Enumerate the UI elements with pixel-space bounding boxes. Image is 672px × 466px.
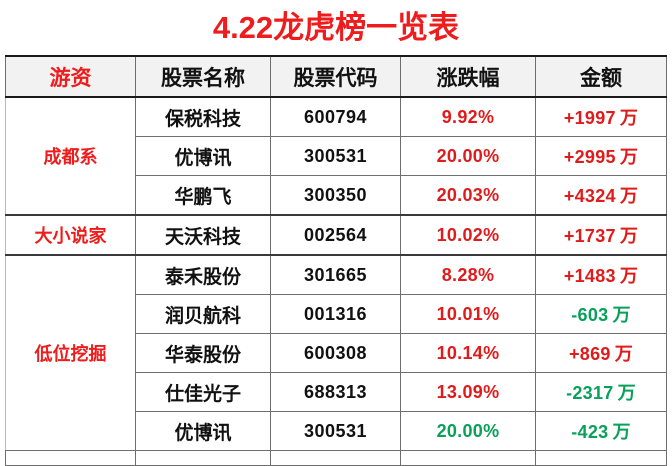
- cell-empty: [135, 450, 271, 466]
- table-row[interactable]: 华鹏飞 300350 20.03% +4324 万: [6, 175, 667, 216]
- cell-stock-name[interactable]: 优博讯: [135, 411, 271, 451]
- cell-stock-code[interactable]: 300531: [270, 136, 401, 176]
- table-row[interactable]: 成都系 保税科技 600794 9.92% +1997 万: [5, 96, 667, 216]
- table-row-partial: [5, 450, 667, 466]
- cell-amount: +1737 万: [535, 214, 667, 256]
- amount-value: -2317: [566, 383, 614, 403]
- cell-amount: +869 万: [535, 333, 667, 373]
- cell-stock-name[interactable]: 泰禾股份: [135, 254, 271, 295]
- amount-unit: 万: [619, 108, 639, 128]
- amount-value: +4324: [563, 186, 616, 206]
- cell-stock-name[interactable]: 仕佳光子: [135, 372, 271, 412]
- column-header-stock-code: 股票代码: [270, 55, 401, 98]
- amount-value: +1737: [563, 226, 616, 246]
- cell-stock-code[interactable]: 688313: [270, 372, 401, 412]
- table-row[interactable]: 仕佳光子 688313 13.09% -2317 万: [6, 372, 667, 412]
- cell-amount: +4324 万: [535, 175, 667, 216]
- column-header-broker: 游资: [5, 55, 136, 98]
- table-row[interactable]: 优博讯 300531 20.00% +2995 万: [6, 136, 667, 176]
- amount-unit: 万: [619, 226, 639, 246]
- cell-stock-code[interactable]: 300350: [270, 175, 401, 216]
- cell-amount: +1997 万: [535, 96, 667, 137]
- cell-stock-code[interactable]: 301665: [270, 254, 401, 295]
- cell-stock-code[interactable]: 600794: [270, 96, 401, 137]
- table-row[interactable]: 低位挖掘 泰禾股份 301665 8.28% +1483 万: [5, 254, 667, 451]
- amount-unit: 万: [619, 266, 639, 286]
- cell-stock-name[interactable]: 华鹏飞: [135, 175, 271, 216]
- amount-unit: 万: [619, 147, 639, 167]
- amount-value: +869: [568, 344, 611, 364]
- cell-change-percent: 20.03%: [400, 175, 536, 216]
- cell-broker-group: 大小说家: [5, 214, 136, 256]
- amount-unit: 万: [612, 305, 631, 325]
- table-body: 成都系 保税科技 600794 9.92% +1997 万优博讯 300531 20.00% +…: [5, 96, 667, 466]
- column-header-amount: 金额: [535, 55, 667, 98]
- cell-empty: [5, 450, 136, 466]
- amount-unit: 万: [619, 186, 639, 206]
- cell-change-percent: 20.00%: [400, 136, 536, 176]
- cell-stock-name[interactable]: 保税科技: [135, 96, 271, 137]
- cell-change-percent: 10.01%: [400, 294, 536, 334]
- amount-value: -603: [571, 305, 609, 325]
- column-header-change-pct: 涨跌幅: [400, 55, 536, 98]
- amount-value: +1483: [563, 266, 616, 286]
- amount-unit: 万: [617, 383, 636, 403]
- cell-change-percent: 13.09%: [400, 372, 536, 412]
- cell-stock-name[interactable]: 天沃科技: [135, 214, 271, 256]
- column-header-stock-name: 股票名称: [135, 55, 271, 98]
- cell-stock-code[interactable]: 002564: [270, 214, 401, 256]
- cell-change-percent: 9.92%: [400, 96, 536, 137]
- cell-empty: [535, 450, 667, 466]
- cell-amount: -2317 万: [535, 372, 667, 412]
- cell-empty: [270, 450, 401, 466]
- cell-change-percent: 20.00%: [400, 411, 536, 451]
- cell-amount: +2995 万: [535, 136, 667, 176]
- page-title: 4.22龙虎榜一览表: [212, 10, 460, 45]
- cell-change-percent: 10.02%: [400, 214, 536, 256]
- longhu-table-container: 游资 股票名称 股票代码 涨跌幅 金额 成都系 保税科技 600794 9.92% +1…: [5, 55, 667, 466]
- cell-stock-name[interactable]: 华泰股份: [135, 333, 271, 373]
- table-row[interactable]: 华泰股份 600308 10.14% +869 万: [6, 333, 667, 373]
- cell-change-percent: 10.14%: [400, 333, 536, 373]
- cell-broker-group: 低位挖掘: [5, 254, 136, 451]
- amount-unit: 万: [614, 344, 634, 364]
- cell-stock-code[interactable]: 600308: [270, 333, 401, 373]
- table-header: 游资 股票名称 股票代码 涨跌幅 金额: [5, 55, 667, 98]
- amount-unit: 万: [612, 422, 631, 442]
- cell-empty: [400, 450, 536, 466]
- cell-amount: +1483 万: [535, 254, 667, 295]
- cell-amount: -603 万: [535, 294, 667, 334]
- table-header-row: 游资 股票名称 股票代码 涨跌幅 金额: [5, 55, 667, 98]
- amount-value: -423: [571, 422, 609, 442]
- amount-value: +1997: [563, 108, 616, 128]
- cell-change-percent: 8.28%: [400, 254, 536, 295]
- cell-stock-code[interactable]: 300531: [270, 411, 401, 451]
- cell-broker-group: 成都系: [5, 96, 136, 216]
- title-bar: 4.22龙虎榜一览表: [0, 0, 672, 55]
- longhu-table: 游资 股票名称 股票代码 涨跌幅 金额 成都系 保税科技 600794 9.92% +1…: [5, 55, 667, 466]
- amount-value: +2995: [563, 147, 616, 167]
- cell-stock-code[interactable]: 001316: [270, 294, 401, 334]
- cell-stock-name[interactable]: 优博讯: [135, 136, 271, 176]
- table-row[interactable]: 大小说家 天沃科技 002564 10.02% +1737 万: [5, 214, 667, 256]
- cell-stock-name[interactable]: 润贝航科: [135, 294, 271, 334]
- cell-amount: -423 万: [535, 411, 667, 451]
